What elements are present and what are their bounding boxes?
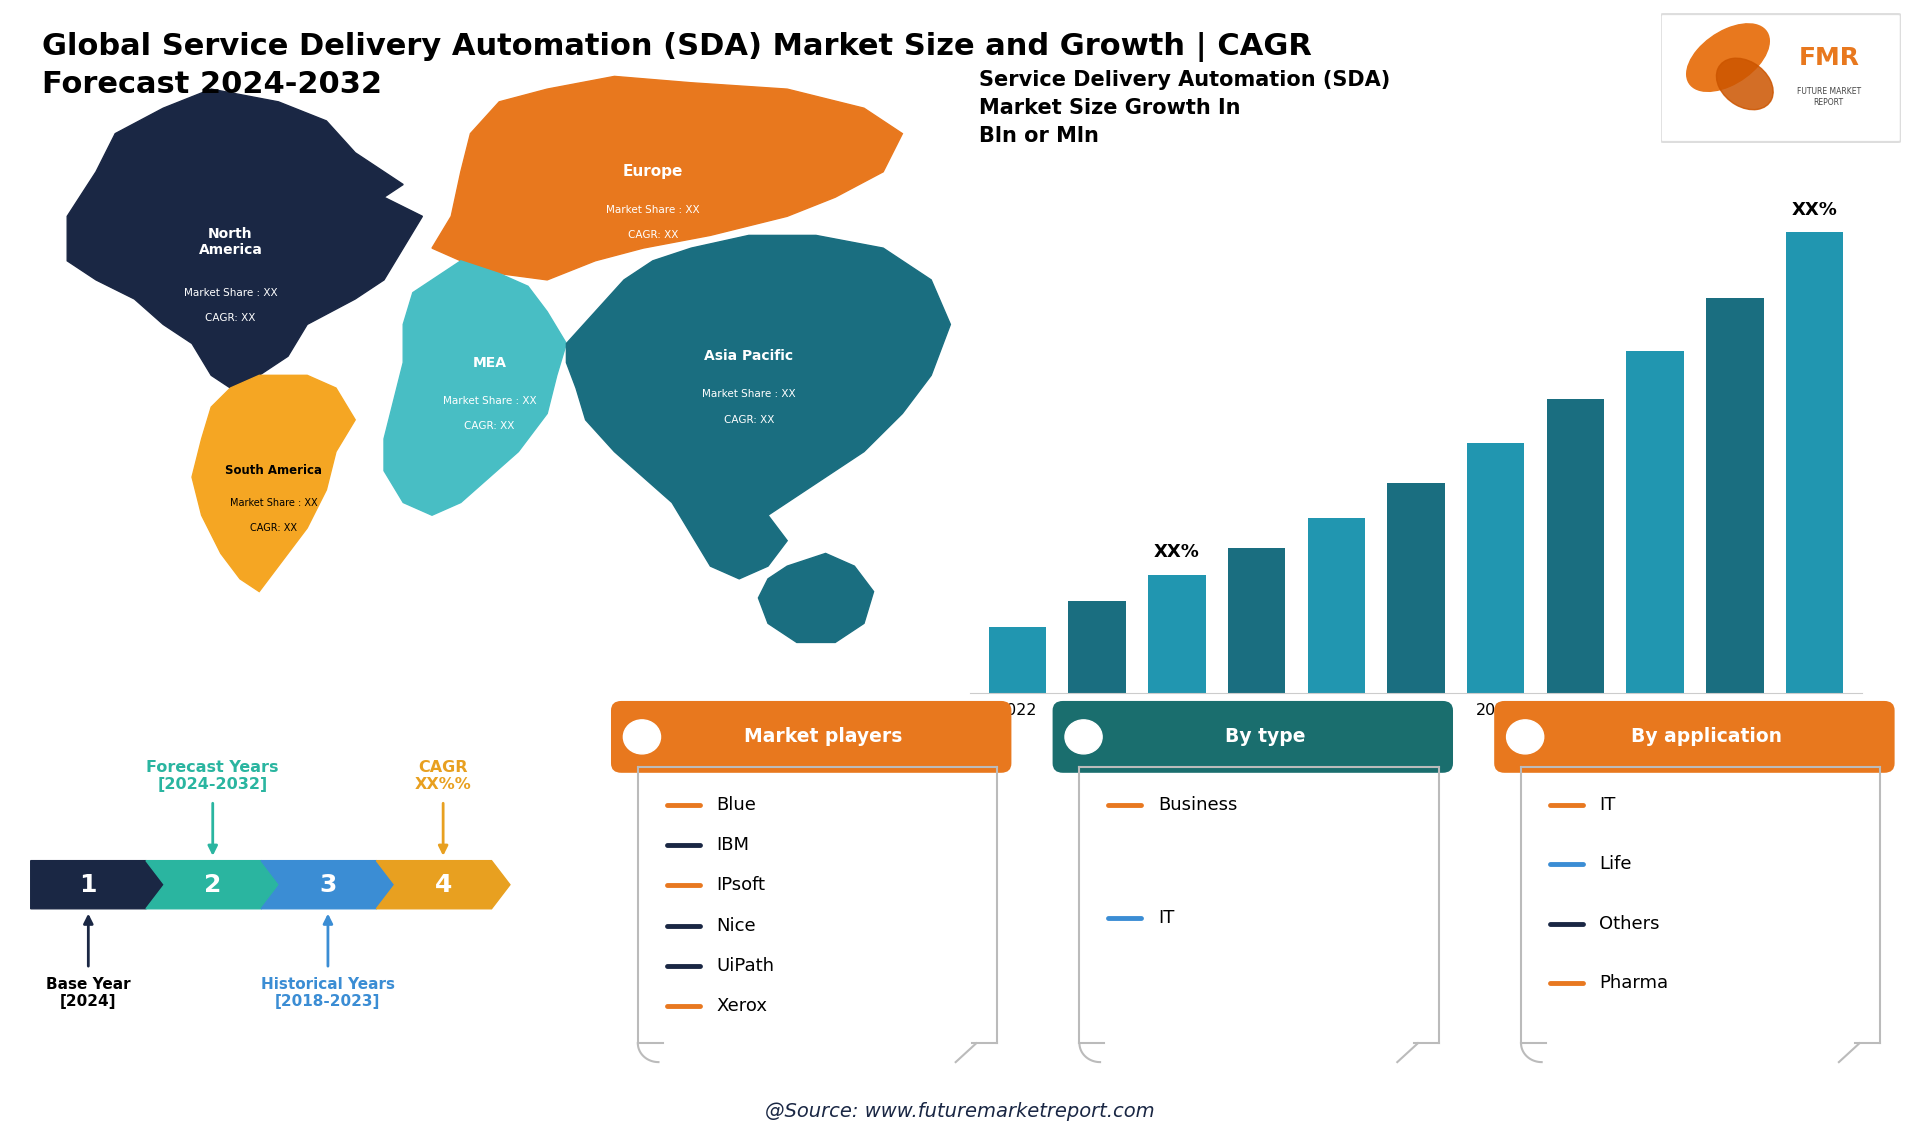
Text: CAGR: XX: CAGR: XX [465, 422, 515, 431]
Text: IBM: IBM [716, 837, 749, 854]
FancyBboxPatch shape [611, 701, 1012, 772]
Bar [1707, 298, 1764, 693]
Text: 2: 2 [204, 873, 221, 896]
Text: By type: By type [1225, 728, 1306, 746]
Text: Business: Business [1158, 796, 1236, 814]
Text: FUTURE MARKET
REPORT: FUTURE MARKET REPORT [1797, 87, 1860, 108]
Text: Xerox: Xerox [716, 997, 768, 1015]
Polygon shape [31, 861, 165, 909]
Text: FMR: FMR [1799, 46, 1859, 70]
Polygon shape [758, 554, 874, 643]
Text: CAGR: XX: CAGR: XX [724, 415, 774, 425]
Text: Nice: Nice [716, 917, 756, 935]
Text: Historical Years
[2018-2023]: Historical Years [2018-2023] [261, 976, 396, 1010]
Ellipse shape [1686, 24, 1770, 92]
Text: Market Share : XX: Market Share : XX [703, 390, 795, 400]
Text: Europe: Europe [622, 164, 684, 179]
Text: Market Share : XX: Market Share : XX [444, 395, 536, 406]
Text: Blue: Blue [716, 796, 756, 814]
Text: 1: 1 [79, 873, 98, 896]
Bar [1148, 575, 1206, 693]
Text: By application: By application [1632, 728, 1782, 746]
Text: CAGR: XX: CAGR: XX [205, 313, 255, 323]
Polygon shape [146, 861, 280, 909]
FancyBboxPatch shape [1494, 701, 1895, 772]
FancyBboxPatch shape [1661, 14, 1901, 142]
Polygon shape [261, 861, 396, 909]
Text: Market Share : XX: Market Share : XX [230, 497, 317, 508]
Bar [1308, 518, 1365, 693]
Text: Asia Pacific: Asia Pacific [705, 350, 793, 363]
Bar [1229, 549, 1284, 693]
Bar [1467, 444, 1524, 693]
Text: Forecast Years
[2024-2032]: Forecast Years [2024-2032] [146, 760, 278, 793]
Polygon shape [67, 89, 422, 388]
Text: CAGR: XX: CAGR: XX [250, 523, 298, 533]
Circle shape [1507, 720, 1544, 754]
Bar [1068, 602, 1125, 693]
Text: Market Share : XX: Market Share : XX [184, 288, 276, 298]
Text: Pharma: Pharma [1599, 974, 1668, 992]
Bar [1626, 351, 1684, 693]
Ellipse shape [1716, 58, 1774, 110]
FancyBboxPatch shape [1052, 701, 1453, 772]
Polygon shape [432, 77, 902, 280]
Text: Base Year
[2024]: Base Year [2024] [46, 976, 131, 1010]
Text: IPsoft: IPsoft [716, 877, 766, 895]
Text: South America: South America [225, 464, 323, 477]
Text: IT: IT [1158, 910, 1175, 927]
Polygon shape [192, 376, 355, 591]
Text: North
America: North America [198, 227, 263, 257]
Polygon shape [384, 261, 566, 516]
Bar [1548, 399, 1603, 693]
Text: 4: 4 [434, 873, 451, 896]
Text: XX%: XX% [1791, 201, 1837, 219]
Circle shape [624, 720, 660, 754]
Text: Market Share : XX: Market Share : XX [607, 205, 699, 215]
Text: 3: 3 [319, 873, 336, 896]
Text: Service Delivery Automation (SDA)
Market Size Growth In
Bln or Mln: Service Delivery Automation (SDA) Market… [979, 70, 1390, 146]
Bar [1388, 482, 1444, 693]
Text: UiPath: UiPath [716, 957, 774, 975]
Text: CAGR: XX: CAGR: XX [628, 230, 678, 241]
Text: CAGR
XX%%: CAGR XX%% [415, 760, 472, 793]
Bar [1786, 233, 1843, 693]
Circle shape [1066, 720, 1102, 754]
Text: Market players: Market players [745, 728, 902, 746]
Text: MEA: MEA [472, 355, 507, 370]
Text: Global Service Delivery Automation (SDA) Market Size and Growth | CAGR
Forecast : Global Service Delivery Automation (SDA)… [42, 32, 1311, 100]
Bar [989, 628, 1046, 693]
Text: Others: Others [1599, 915, 1661, 933]
Text: @Source: www.futuremarketreport.com: @Source: www.futuremarketreport.com [766, 1101, 1154, 1121]
Text: Life: Life [1599, 855, 1632, 873]
Polygon shape [376, 861, 511, 909]
Polygon shape [566, 235, 950, 579]
Text: XX%: XX% [1154, 543, 1200, 562]
Text: IT: IT [1599, 796, 1617, 814]
